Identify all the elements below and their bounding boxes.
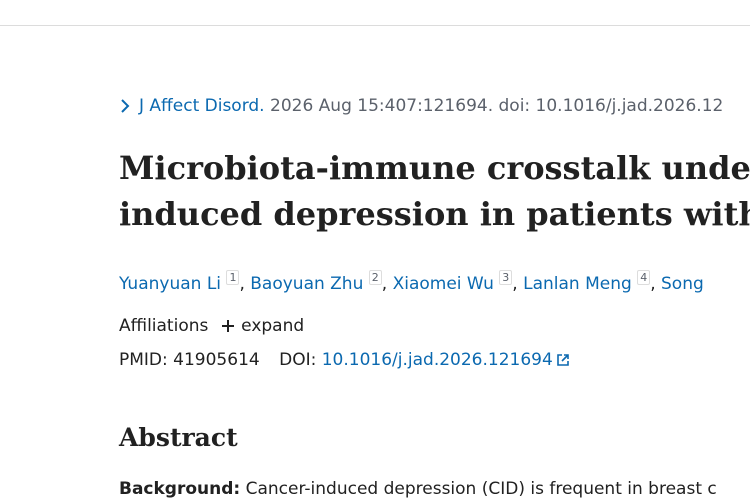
background-label: Background: [119, 479, 241, 499]
chevron-icon [121, 99, 130, 113]
author-link[interactable]: Xiaomei Wu [392, 274, 494, 294]
external-link-icon [556, 354, 569, 366]
affiliation-number[interactable]: 1 [226, 270, 240, 285]
pmid-label: PMID: [119, 350, 168, 370]
author-separator: , [381, 274, 388, 294]
affiliations: Affiliations expand [119, 314, 304, 338]
citation: J Affect Disord. 2026 Aug 15:407:121694.… [119, 94, 723, 118]
author-link[interactable]: Baoyuan Zhu [250, 274, 364, 294]
doi-label: DOI: [279, 350, 317, 370]
journal-link[interactable]: J Affect Disord. [139, 96, 265, 116]
identifiers: PMID: 41905614 DOI: 10.1016/j.jad.2026.1… [119, 348, 570, 372]
author-link[interactable]: Song [661, 274, 704, 294]
expand-toggle[interactable]: expand [220, 316, 304, 336]
citation-details: 2026 Aug 15:407:121694. doi: 10.1016/j.j… [270, 96, 724, 116]
affiliation-number[interactable]: 2 [368, 270, 382, 285]
author-separator: , [650, 274, 656, 294]
author-separator: , [512, 274, 518, 294]
article-title-line: Microbiota-immune crosstalk under [119, 149, 750, 187]
author-separator: , [239, 274, 245, 294]
article-title-line: induced depression in patients with [119, 195, 750, 233]
doi-text: 10.1016/j.jad.2026.121694 [321, 350, 553, 370]
author-link[interactable]: Lanlan Meng [523, 274, 632, 294]
affiliation-number[interactable]: 3 [499, 270, 513, 285]
pmid: 41905614 [173, 350, 260, 370]
doi-link[interactable]: 10.1016/j.jad.2026.121694 [322, 350, 570, 370]
author-link[interactable]: Yuanyuan Li [119, 274, 222, 294]
plus-icon [221, 320, 234, 332]
author-list: Yuanyuan Li 1, Baoyuan Zhu 2, Xiaomei Wu… [119, 266, 704, 296]
affiliations-label: Affiliations [119, 316, 209, 336]
background-text: Cancer-induced depression (CID) is frequ… [245, 479, 717, 499]
expand-text: expand [241, 316, 305, 336]
header-divider [0, 25, 750, 26]
abstract-heading: Abstract [119, 423, 238, 452]
affiliation-number[interactable]: 4 [637, 270, 651, 285]
abstract-background: Background: Cancer-induced depression (C… [119, 477, 717, 501]
